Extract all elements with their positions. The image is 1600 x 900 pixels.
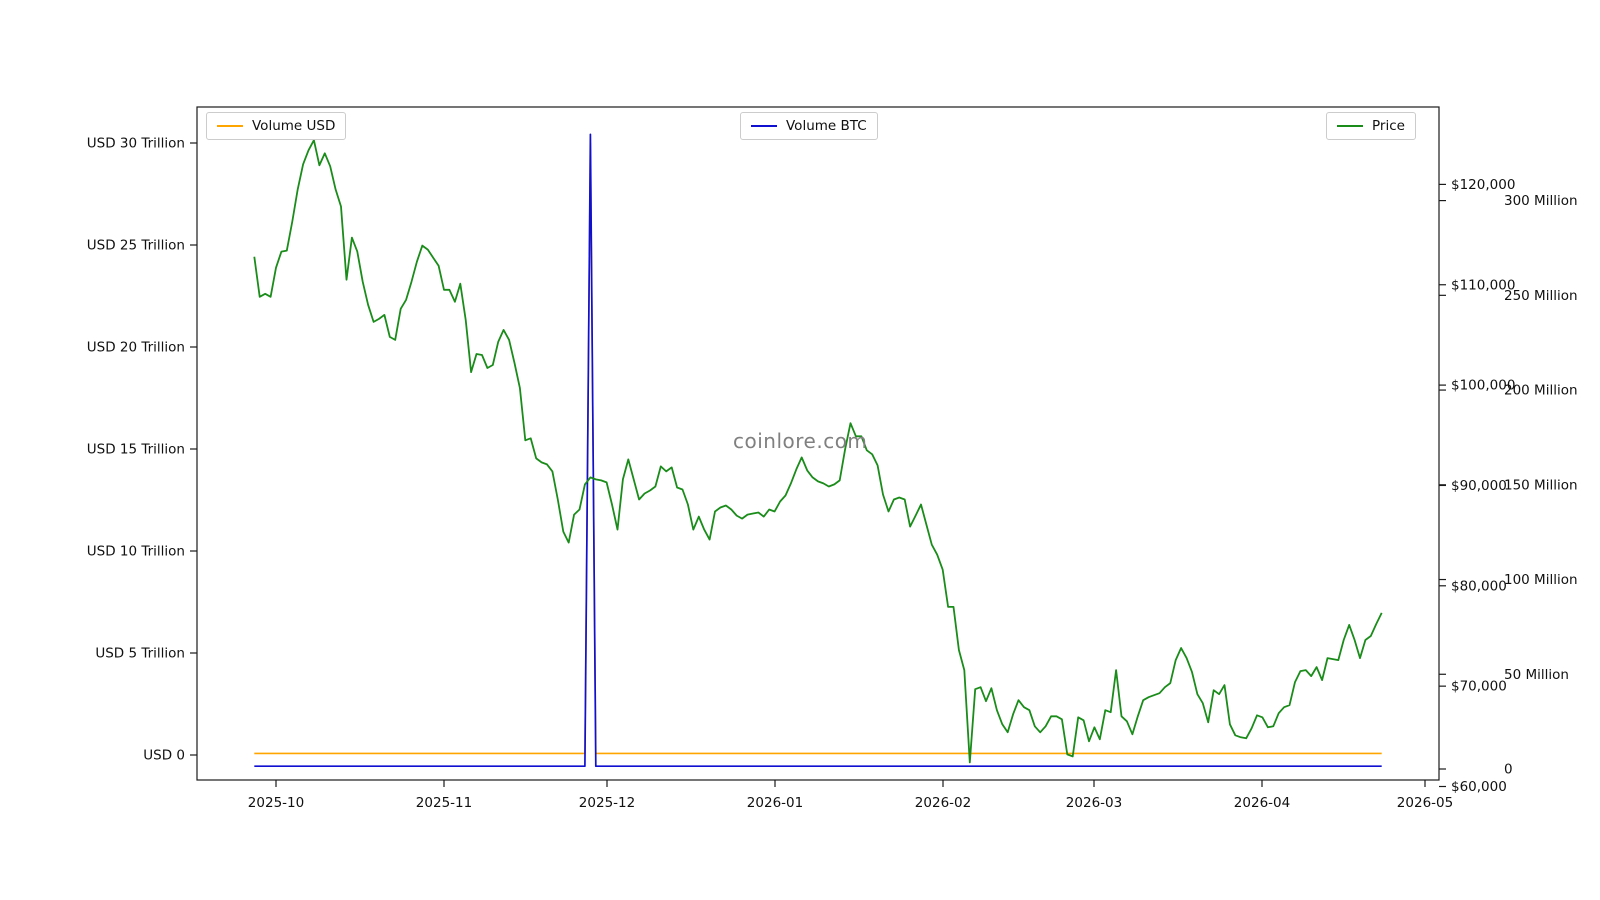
million-tick-label: 250 Million — [1504, 288, 1578, 304]
price-tick-label: $100,000 — [1451, 378, 1515, 394]
x-tick-label: 2026-01 — [747, 795, 803, 811]
price-tick-label: $60,000 — [1451, 779, 1507, 795]
volume-btc-line — [254, 133, 1382, 768]
million-tick-label: 150 Million — [1504, 477, 1578, 493]
legend-volume-btc-label: Volume BTC — [786, 118, 867, 134]
plot-border — [196, 106, 1440, 781]
volume-usd-line-swatch — [217, 125, 243, 127]
million-tick-label: 0 — [1504, 762, 1513, 778]
price-tick-label: $90,000 — [1451, 478, 1507, 494]
legend-price-label: Price — [1372, 118, 1405, 134]
x-tick-label: 2025-11 — [416, 795, 472, 811]
price-line — [253, 139, 1383, 764]
million-tick-label: 300 Million — [1504, 193, 1578, 209]
price-tick-label: $70,000 — [1451, 679, 1507, 695]
x-tick-label: 2026-03 — [1066, 795, 1122, 811]
million-tick-label: 50 Million — [1504, 667, 1569, 683]
left-tick-label: USD 5 Trillion — [95, 646, 185, 662]
price-tick-label: $120,000 — [1451, 177, 1515, 193]
volume-usd-line — [254, 142, 1382, 755]
x-tick-label: 2025-10 — [248, 795, 304, 811]
price-tick-label: $110,000 — [1451, 277, 1515, 293]
legend-price: Price — [1326, 112, 1416, 140]
axis-ticks: 2025-10 2025-11 2025-12 2026-01 2026-02 2026-… — [87, 136, 1578, 812]
million-tick-label: 100 Million — [1504, 572, 1578, 588]
volume-btc-line-swatch — [751, 125, 777, 127]
left-tick-label: USD 10 Trillion — [87, 544, 185, 560]
x-tick-label: 2025-12 — [579, 795, 635, 811]
watermark: coinlore.com — [733, 429, 868, 453]
legend-volume-usd-label: Volume USD — [252, 118, 336, 134]
x-tick-label: 2026-02 — [915, 795, 971, 811]
left-tick-label: USD 0 — [143, 748, 185, 764]
million-tick-label: 200 Million — [1504, 383, 1578, 399]
left-tick-label: USD 15 Trillion — [87, 442, 185, 458]
price-tick-label: $80,000 — [1451, 578, 1507, 594]
legend-volume-btc: Volume BTC — [740, 112, 878, 140]
x-tick-label: 2026-05 — [1397, 795, 1453, 811]
price-line-swatch — [1337, 125, 1363, 127]
left-tick-label: USD 25 Trillion — [87, 238, 185, 254]
data-lines — [253, 133, 1383, 768]
left-tick-label: USD 20 Trillion — [87, 340, 185, 356]
x-tick-label: 2026-04 — [1234, 795, 1290, 811]
legend-volume-usd: Volume USD — [206, 112, 347, 140]
left-tick-label: USD 30 Trillion — [87, 136, 185, 152]
